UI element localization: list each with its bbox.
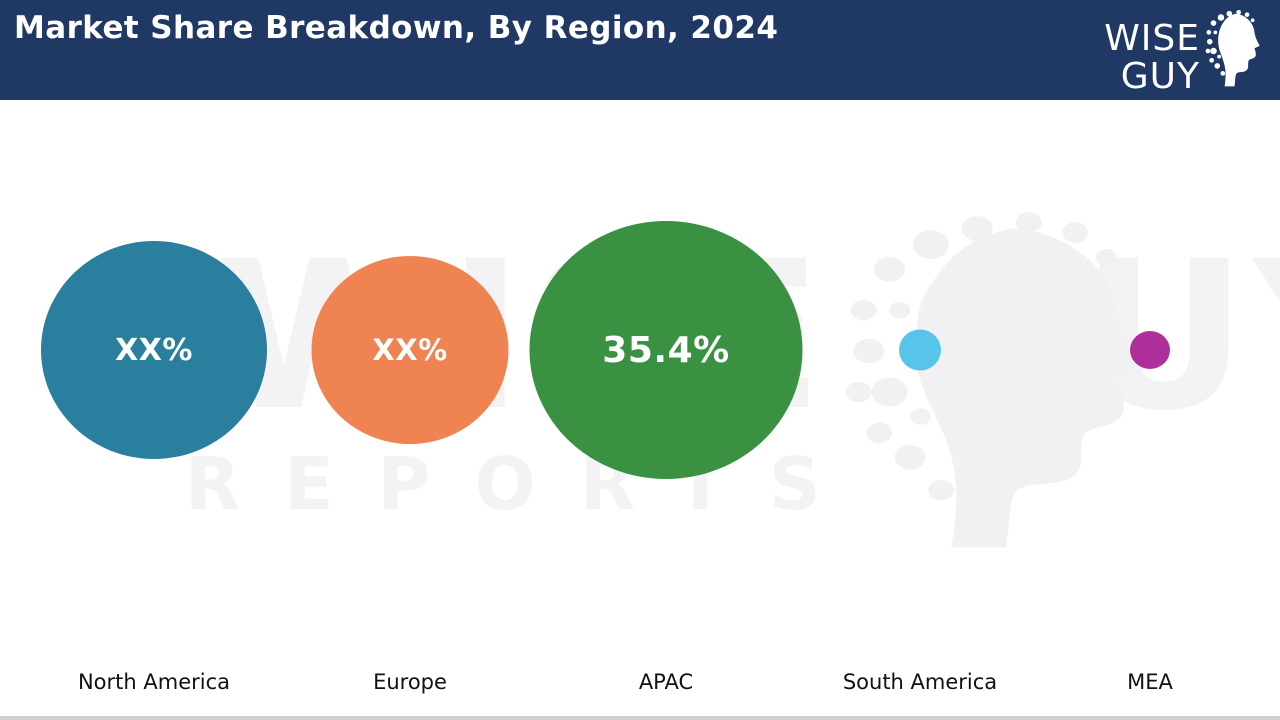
category-label-mea: MEA: [1127, 670, 1173, 694]
bubble-mea: [1130, 331, 1170, 369]
bubble-south-america: [899, 329, 941, 371]
wiseguy-head-icon: [1205, 10, 1260, 87]
page-title: Market Share Breakdown, By Region, 2024: [14, 10, 779, 46]
bottom-divider: [0, 716, 1280, 720]
category-label-europe: Europe: [373, 670, 447, 694]
brand-logo: WISE GUY REPORTS: [1026, 4, 1266, 112]
bubble-value-label: XX%: [372, 333, 448, 367]
bubble-europe: XX%: [311, 256, 509, 444]
category-label-south-america: South America: [842, 670, 998, 694]
bubble-north-america: XX%: [41, 241, 267, 459]
watermark-head-icon: [845, 212, 1145, 548]
watermark-text-2: REPORTS: [185, 442, 865, 526]
bubble-chart: WISE GUY REPORTS XX% XX% 35.4% North Ame…: [0, 100, 1280, 716]
category-label-north-america: North America: [77, 670, 231, 694]
category-label-apac: APAC: [638, 670, 694, 694]
brand-subtitle: REPORTS: [1076, 96, 1200, 112]
bubble-value-label: XX%: [115, 332, 193, 368]
brand-name: WISE GUY: [1104, 18, 1200, 97]
bubble-apac: 35.4%: [529, 221, 803, 479]
bubble-value-label: 35.4%: [602, 329, 730, 371]
header: Market Share Breakdown, By Region, 2024 …: [0, 0, 1280, 112]
brand-logo-text: WISE GUY REPORTS: [1026, 20, 1200, 112]
